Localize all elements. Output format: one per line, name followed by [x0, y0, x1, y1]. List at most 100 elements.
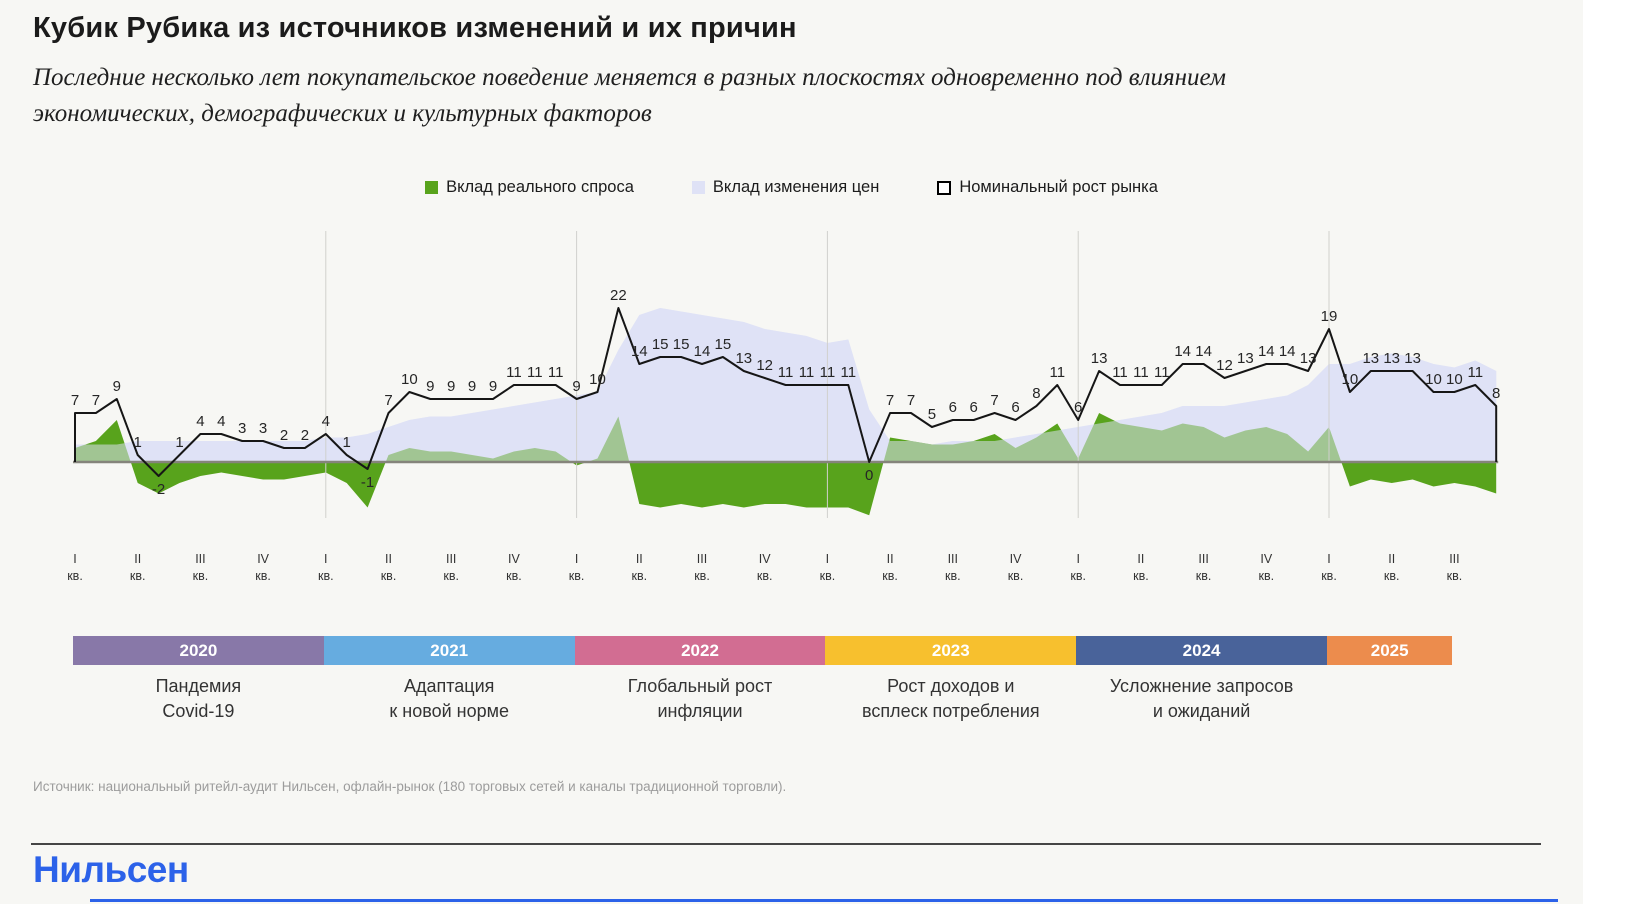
year-band-2023: 2023 [825, 636, 1077, 665]
value-label: 7 [990, 392, 998, 409]
value-label: 3 [259, 420, 267, 437]
tick-suffix: кв. [1008, 569, 1024, 583]
value-label: 15 [673, 336, 690, 353]
tick-quarter: III [446, 552, 456, 566]
period-caption-2021: Адаптация к новой норме [389, 676, 509, 721]
value-label: 22 [610, 287, 627, 304]
period-caption-2020: Пандемия Covid-19 [155, 676, 242, 721]
value-label: 9 [426, 378, 434, 395]
legend-label: Вклад реального спроса [446, 178, 634, 196]
tick-quarter: IV [759, 552, 771, 566]
value-label: 11 [841, 364, 857, 381]
value-label: -2 [152, 481, 165, 498]
tick-suffix: кв. [1133, 569, 1149, 583]
period-caption-2022: Глобальный рост инфляции [627, 676, 773, 721]
price-swatch-icon [691, 181, 705, 194]
value-label: 11 [1050, 364, 1066, 381]
value-label: 12 [1216, 357, 1233, 374]
tick-quarter: III [195, 552, 205, 566]
value-label: 13 [735, 350, 752, 367]
page-title: Кубик Рубика из источников изменений и и… [33, 12, 797, 44]
tick-quarter: I [575, 552, 578, 566]
legend-item-real-demand: Вклад реального спроса [425, 178, 634, 197]
chart-legend: Вклад реального спроса Вклад изменения ц… [0, 178, 1583, 197]
value-label: 9 [572, 378, 580, 395]
value-label: 11 [1468, 364, 1484, 381]
tick-suffix: кв. [1259, 569, 1275, 583]
period-caption-2023: Рост доходов и всплеск потребления [861, 676, 1040, 721]
tick-quarter: III [1449, 552, 1459, 566]
value-label: 11 [506, 364, 522, 381]
value-label: 2 [280, 427, 288, 444]
value-label: 9 [447, 378, 455, 395]
value-label: 3 [238, 420, 246, 437]
value-label: 14 [694, 343, 711, 360]
value-label: 14 [1258, 343, 1275, 360]
footer-accent-line [90, 899, 1558, 902]
value-label: 7 [384, 392, 392, 409]
tick-suffix: кв. [945, 569, 961, 583]
tick-quarter: IV [1010, 552, 1022, 566]
tick-quarter: II [134, 552, 141, 566]
value-label: 11 [1133, 364, 1149, 381]
tick-suffix: кв. [569, 569, 585, 583]
footer-divider [31, 843, 1541, 845]
value-label: 6 [970, 399, 978, 416]
value-label: 4 [322, 413, 330, 430]
value-label: 11 [799, 364, 815, 381]
value-label: 7 [92, 392, 100, 409]
nominal-growth-line [74, 307, 1498, 477]
value-label: 6 [1011, 399, 1019, 416]
value-label: 4 [217, 413, 225, 430]
tick-quarter: I [826, 552, 829, 566]
value-label: 7 [886, 392, 894, 409]
value-label: -1 [361, 474, 374, 491]
tick-suffix: кв. [318, 569, 334, 583]
value-label: 11 [527, 364, 543, 381]
value-label: 9 [468, 378, 476, 395]
page-subtitle: Последние несколько лет покупательское п… [33, 64, 1226, 128]
tick-quarter: I [324, 552, 327, 566]
tick-quarter: II [1137, 552, 1144, 566]
tick-suffix: кв. [1447, 569, 1463, 583]
value-label: 7 [71, 392, 79, 409]
nominal-swatch-icon [937, 180, 952, 195]
tick-suffix: кв. [443, 569, 459, 583]
tick-quarter: II [385, 552, 392, 566]
value-label: 10 [1446, 371, 1463, 388]
tick-suffix: кв. [882, 569, 898, 583]
value-label: 19 [1321, 308, 1338, 325]
tick-suffix: кв. [632, 569, 648, 583]
period-captions: Пандемия Covid-19 Адаптация к новой норме… [73, 666, 1453, 736]
value-label: 14 [1174, 343, 1191, 360]
tick-suffix: кв. [757, 569, 773, 583]
value-label: 6 [949, 399, 957, 416]
value-label: 13 [1362, 350, 1379, 367]
value-label: 11 [548, 364, 564, 381]
tick-suffix: кв. [381, 569, 397, 583]
tick-suffix: кв. [130, 569, 146, 583]
tick-quarter: IV [508, 552, 520, 566]
value-label: 6 [1074, 399, 1082, 416]
tick-suffix: кв. [1196, 569, 1212, 583]
value-label: 14 [1279, 343, 1296, 360]
tick-quarter: I [1327, 552, 1330, 566]
value-label: 13 [1237, 350, 1254, 367]
demand-swatch-icon [425, 181, 439, 194]
value-label: 13 [1404, 350, 1421, 367]
value-label: 11 [1154, 364, 1170, 381]
value-label: 11 [1112, 364, 1128, 381]
value-label: 10 [1342, 371, 1359, 388]
tick-quarter: III [697, 552, 707, 566]
source-note: Источник: национальный ритейл-аудит Ниль… [33, 779, 787, 794]
value-label: 14 [1195, 343, 1212, 360]
year-bands: 2020 2021 2022 2023 2024 2025 [73, 636, 1453, 665]
tick-quarter: II [1388, 552, 1395, 566]
value-label: 2 [301, 427, 309, 444]
value-label: 11 [820, 364, 836, 381]
value-label: 15 [715, 336, 732, 353]
value-label: 4 [196, 413, 204, 430]
value-label: 1 [343, 434, 351, 451]
value-label: 13 [1091, 350, 1108, 367]
